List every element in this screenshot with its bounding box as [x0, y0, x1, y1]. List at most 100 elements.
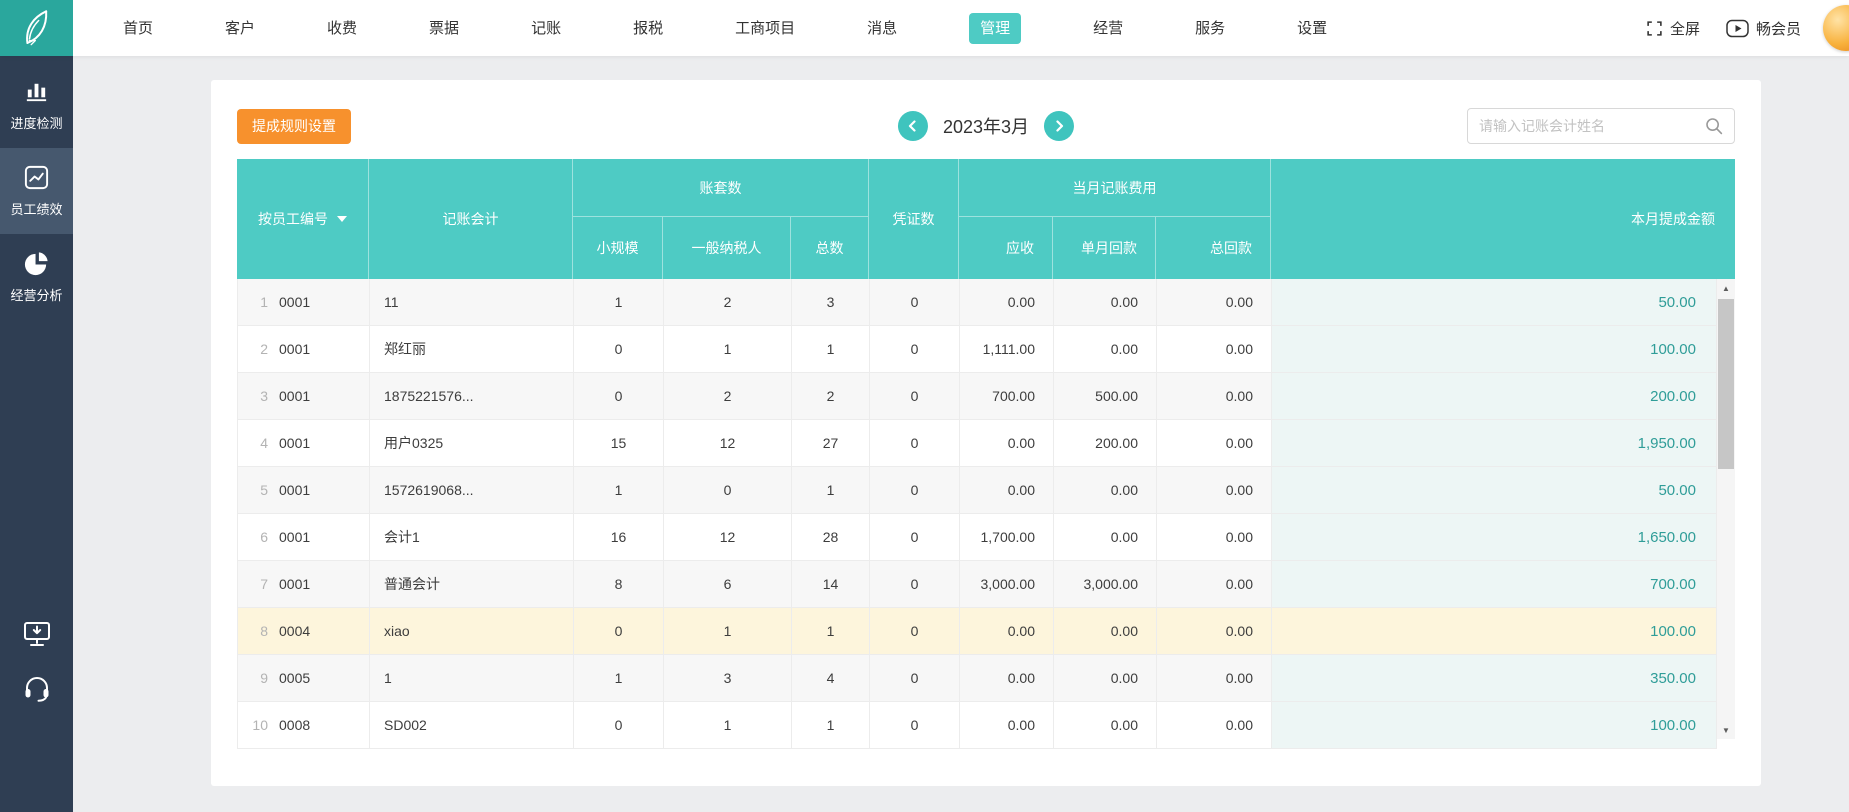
- header-label: 记账会计: [442, 211, 499, 227]
- accountant-cell: 11: [370, 279, 574, 325]
- table-row[interactable]: 4 0001 用户0325 15 12 27 0 0.00 200.00 0.0…: [238, 420, 1716, 467]
- header-label: 小规模: [596, 240, 639, 256]
- nav-item-bookkeeping[interactable]: 记账: [531, 19, 562, 37]
- chevron-right-icon: [1056, 120, 1064, 132]
- nav-item-settings[interactable]: 设置: [1297, 19, 1328, 37]
- general-taxpayer-cell: 12: [664, 420, 792, 466]
- header-label: 当月记账费用: [1072, 179, 1157, 196]
- monthly-refund-cell: 0.00: [1054, 279, 1157, 325]
- header-label: 总数: [815, 240, 844, 256]
- accountant-cell: SD002: [370, 702, 574, 748]
- accountant-search: [1467, 108, 1735, 144]
- pie-chart-icon: [23, 250, 50, 277]
- nav-item-services[interactable]: 服务: [1195, 19, 1226, 37]
- table-row[interactable]: 8 0004 xiao 0 1 1 0 0.00 0.00 0.00 100.0…: [238, 608, 1716, 655]
- accountant-cell: 1: [370, 655, 574, 701]
- header-employee-no[interactable]: 按员工编号: [237, 159, 369, 279]
- receivable-cell: 0.00: [960, 608, 1054, 654]
- commission-rules-button[interactable]: 提成规则设置: [237, 108, 351, 144]
- table-row[interactable]: 9 0005 1 1 3 4 0 0.00 0.00 0.00 350.00: [238, 655, 1716, 702]
- next-month-button[interactable]: [1044, 111, 1075, 141]
- fullscreen-button[interactable]: 全屏: [1646, 18, 1700, 39]
- table-row[interactable]: 2 0001 郑红丽 0 1 1 0 1,111.00 0.00 0.00 10…: [238, 326, 1716, 373]
- commission-cell: 350.00: [1272, 655, 1716, 701]
- employee-cell: 1 0001: [238, 279, 370, 325]
- employee-cell: 10 0008: [238, 702, 370, 748]
- commission-cell: 100.00: [1272, 326, 1716, 372]
- scroll-down-icon[interactable]: ▼: [1722, 725, 1730, 735]
- general-taxpayer-cell: 1: [664, 326, 792, 372]
- general-taxpayer-cell: 12: [664, 514, 792, 560]
- customer-service-headset-icon[interactable]: [22, 674, 52, 704]
- general-taxpayer-cell: 1: [664, 608, 792, 654]
- employee-id: 0001: [279, 482, 311, 498]
- header-label: 按员工编号: [258, 211, 328, 227]
- top-bar: 首页 客户 收费 票据 记账 报税 工商项目 消息 管理 经营 服务 设置 全屏: [0, 0, 1849, 56]
- nav-item-invoices[interactable]: 票据: [429, 19, 460, 37]
- nav-item-customers[interactable]: 客户: [225, 19, 256, 37]
- sets-total-cell: 1: [792, 702, 870, 748]
- total-refund-cell: 0.00: [1157, 467, 1272, 513]
- vouchers-cell: 0: [870, 561, 960, 607]
- monthly-refund-cell: 0.00: [1054, 702, 1157, 748]
- sets-total-cell: 2: [792, 373, 870, 419]
- receivable-cell: 1,700.00: [960, 514, 1054, 560]
- nav-item-management[interactable]: 管理: [969, 12, 1022, 44]
- search-icon[interactable]: [1704, 116, 1734, 136]
- table-row[interactable]: 6 0001 会计1 16 12 28 0 1,700.00 0.00 0.00…: [238, 514, 1716, 561]
- nav-item-messages[interactable]: 消息: [867, 19, 898, 37]
- table-row[interactable]: 3 0001 1875221576... 0 2 2 0 700.00 500.…: [238, 373, 1716, 420]
- previous-month-button[interactable]: [897, 111, 928, 141]
- scroll-up-icon[interactable]: ▲: [1722, 283, 1730, 293]
- table-row[interactable]: 1 0001 11 1 2 3 0 0.00 0.00 0.00 50.00: [238, 279, 1716, 326]
- receivable-cell: 3,000.00: [960, 561, 1054, 607]
- employee-id: 0008: [279, 717, 311, 733]
- nav-item-tax[interactable]: 报税: [633, 19, 664, 37]
- employee-id: 0001: [279, 435, 311, 451]
- header-vouchers: 凭证数: [869, 159, 959, 279]
- small-scale-cell: 1: [574, 279, 664, 325]
- employee-id: 0004: [279, 623, 311, 639]
- fullscreen-icon: [1646, 20, 1663, 37]
- accountant-cell: 1572619068...: [370, 467, 574, 513]
- vouchers-cell: 0: [870, 326, 960, 372]
- bar-chart-icon: [23, 78, 50, 105]
- client-download-icon[interactable]: [22, 620, 52, 648]
- accountant-search-input[interactable]: [1468, 118, 1704, 134]
- total-refund-cell: 0.00: [1157, 373, 1272, 419]
- sidebar-item-employee-performance[interactable]: 员工绩效: [0, 148, 73, 234]
- general-taxpayer-cell: 6: [664, 561, 792, 607]
- scrollbar-thumb[interactable]: [1718, 299, 1734, 469]
- table-row[interactable]: 10 0008 SD002 0 1 1 0 0.00 0.00 0.00 100…: [238, 702, 1716, 749]
- header-label: 一般纳税人: [691, 240, 762, 256]
- table-row[interactable]: 7 0001 普通会计 8 6 14 0 3,000.00 3,000.00 0…: [238, 561, 1716, 608]
- member-button[interactable]: 畅会员: [1726, 18, 1801, 39]
- employee-id: 0001: [279, 576, 311, 592]
- employee-cell: 4 0001: [238, 420, 370, 466]
- small-scale-cell: 0: [574, 702, 664, 748]
- nav-item-business-projects[interactable]: 工商项目: [735, 19, 796, 37]
- nav-item-operations[interactable]: 经营: [1093, 19, 1124, 37]
- sidebar-item-business-analysis[interactable]: 经营分析: [0, 234, 73, 320]
- row-index: 5: [260, 482, 268, 498]
- table-row[interactable]: 5 0001 1572619068... 1 0 1 0 0.00 0.00 0…: [238, 467, 1716, 514]
- table-scrollbar[interactable]: ▲ ▼: [1717, 279, 1735, 739]
- sidebar-item-label: 员工绩效: [10, 202, 63, 217]
- monthly-refund-cell: 0.00: [1054, 514, 1157, 560]
- user-avatar[interactable]: [1823, 5, 1849, 51]
- monthly-refund-cell: 0.00: [1054, 608, 1157, 654]
- nav-item-charges[interactable]: 收费: [327, 19, 358, 37]
- panel-toolbar: 提成规则设置 2023年3月: [237, 108, 1735, 144]
- sidebar-item-progress-check[interactable]: 进度检测: [0, 62, 73, 148]
- header-label: 单月回款: [1081, 240, 1137, 256]
- row-index: 10: [252, 717, 268, 733]
- accountant-cell: xiao: [370, 608, 574, 654]
- nav-item-home[interactable]: 首页: [123, 19, 154, 37]
- employee-cell: 8 0004: [238, 608, 370, 654]
- sets-total-cell: 27: [792, 420, 870, 466]
- total-refund-cell: 0.00: [1157, 561, 1272, 607]
- vouchers-cell: 0: [870, 279, 960, 325]
- table-body: 1 0001 11 1 2 3 0 0.00 0.00 0.00 50.00 2…: [237, 279, 1717, 749]
- row-index: 4: [260, 435, 268, 451]
- employee-id: 0001: [279, 294, 311, 310]
